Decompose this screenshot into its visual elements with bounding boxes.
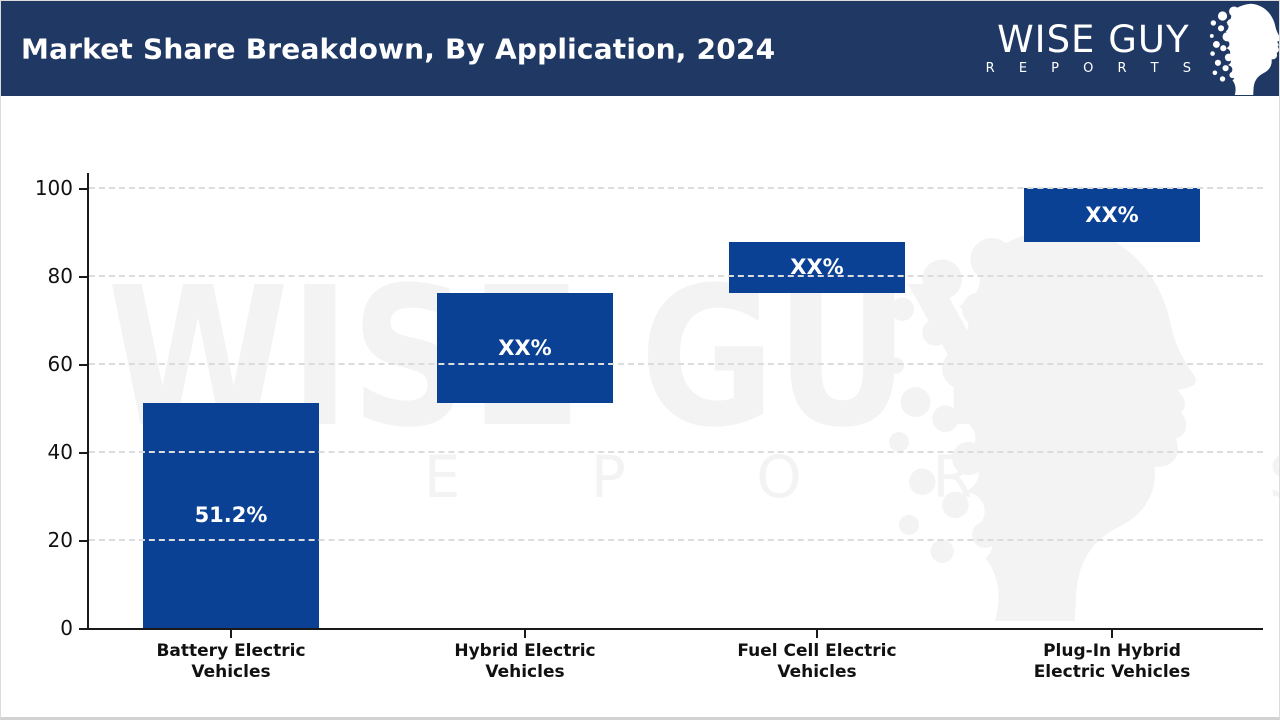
y-tick-label: 0 bbox=[60, 616, 73, 640]
logo-reports-text: R E P O R T S bbox=[985, 61, 1201, 76]
gridline bbox=[89, 187, 1263, 189]
bar-label-layer: XX% bbox=[437, 293, 613, 403]
x-category-label-line: Battery Electric bbox=[156, 641, 306, 661]
x-category-label: Battery Electric Vehicles bbox=[81, 641, 381, 683]
x-tick-mark bbox=[230, 630, 232, 638]
x-category-label-line: Hybrid Electric bbox=[454, 641, 596, 661]
y-tick-label: 60 bbox=[47, 352, 73, 376]
x-category-label: Hybrid Electric Vehicles bbox=[375, 641, 675, 683]
logo-brand-text: WISE GUY bbox=[997, 18, 1190, 61]
x-category-label-line: Electric Vehicles bbox=[1033, 662, 1191, 682]
gridline bbox=[89, 451, 1263, 453]
bar-value-label: XX% bbox=[498, 335, 552, 360]
gridline bbox=[89, 275, 1263, 277]
x-axis-line bbox=[87, 628, 1263, 630]
gridline bbox=[89, 363, 1263, 365]
y-tick-mark bbox=[79, 628, 87, 630]
bar-value-label: XX% bbox=[1085, 203, 1139, 228]
wiseguy-logo: WISE GUY R E P O R T S bbox=[985, 1, 1279, 96]
x-tick-mark bbox=[816, 630, 818, 638]
y-tick-mark bbox=[79, 188, 87, 190]
x-category-label-line: Vehicles bbox=[485, 662, 565, 682]
x-category-label: Fuel Cell Electric Vehicles bbox=[667, 641, 967, 683]
y-tick-label: 80 bbox=[47, 264, 73, 288]
y-tick-label: 20 bbox=[47, 528, 73, 552]
gridline bbox=[89, 539, 1263, 541]
y-tick-mark bbox=[79, 540, 87, 542]
bar-label-layer: 51.2% bbox=[143, 403, 319, 628]
chart-bar bbox=[143, 402, 319, 628]
y-tick-mark bbox=[79, 364, 87, 366]
y-tick-label: 100 bbox=[34, 176, 73, 200]
logo-head-icon bbox=[1209, 3, 1279, 95]
x-category-label-line: Plug-In Hybrid bbox=[1043, 641, 1181, 661]
chart-bar bbox=[729, 242, 905, 293]
bar-label-layer: XX% bbox=[729, 242, 905, 293]
logo-text: WISE GUY R E P O R T S bbox=[985, 18, 1201, 77]
x-category-label-line: Vehicles bbox=[777, 662, 857, 682]
x-category-label: Plug-In Hybrid Electric Vehicles bbox=[962, 641, 1262, 683]
header: Market Share Breakdown, By Application, … bbox=[1, 1, 1279, 96]
page-title: Market Share Breakdown, By Application, … bbox=[21, 32, 776, 65]
y-axis-line bbox=[87, 173, 89, 630]
x-category-label-line: Fuel Cell Electric bbox=[737, 641, 897, 661]
x-category-label-line: Vehicles bbox=[191, 662, 271, 682]
y-tick-mark bbox=[79, 452, 87, 454]
bar-label-layer: XX% bbox=[1024, 188, 1200, 242]
y-tick-mark bbox=[79, 276, 87, 278]
bar-value-label: 51.2% bbox=[194, 503, 268, 528]
x-tick-mark bbox=[524, 630, 526, 638]
y-tick-label: 40 bbox=[47, 440, 73, 464]
x-tick-mark bbox=[1111, 630, 1113, 638]
bar-value-label: XX% bbox=[790, 255, 844, 280]
chart-bar bbox=[437, 292, 613, 403]
